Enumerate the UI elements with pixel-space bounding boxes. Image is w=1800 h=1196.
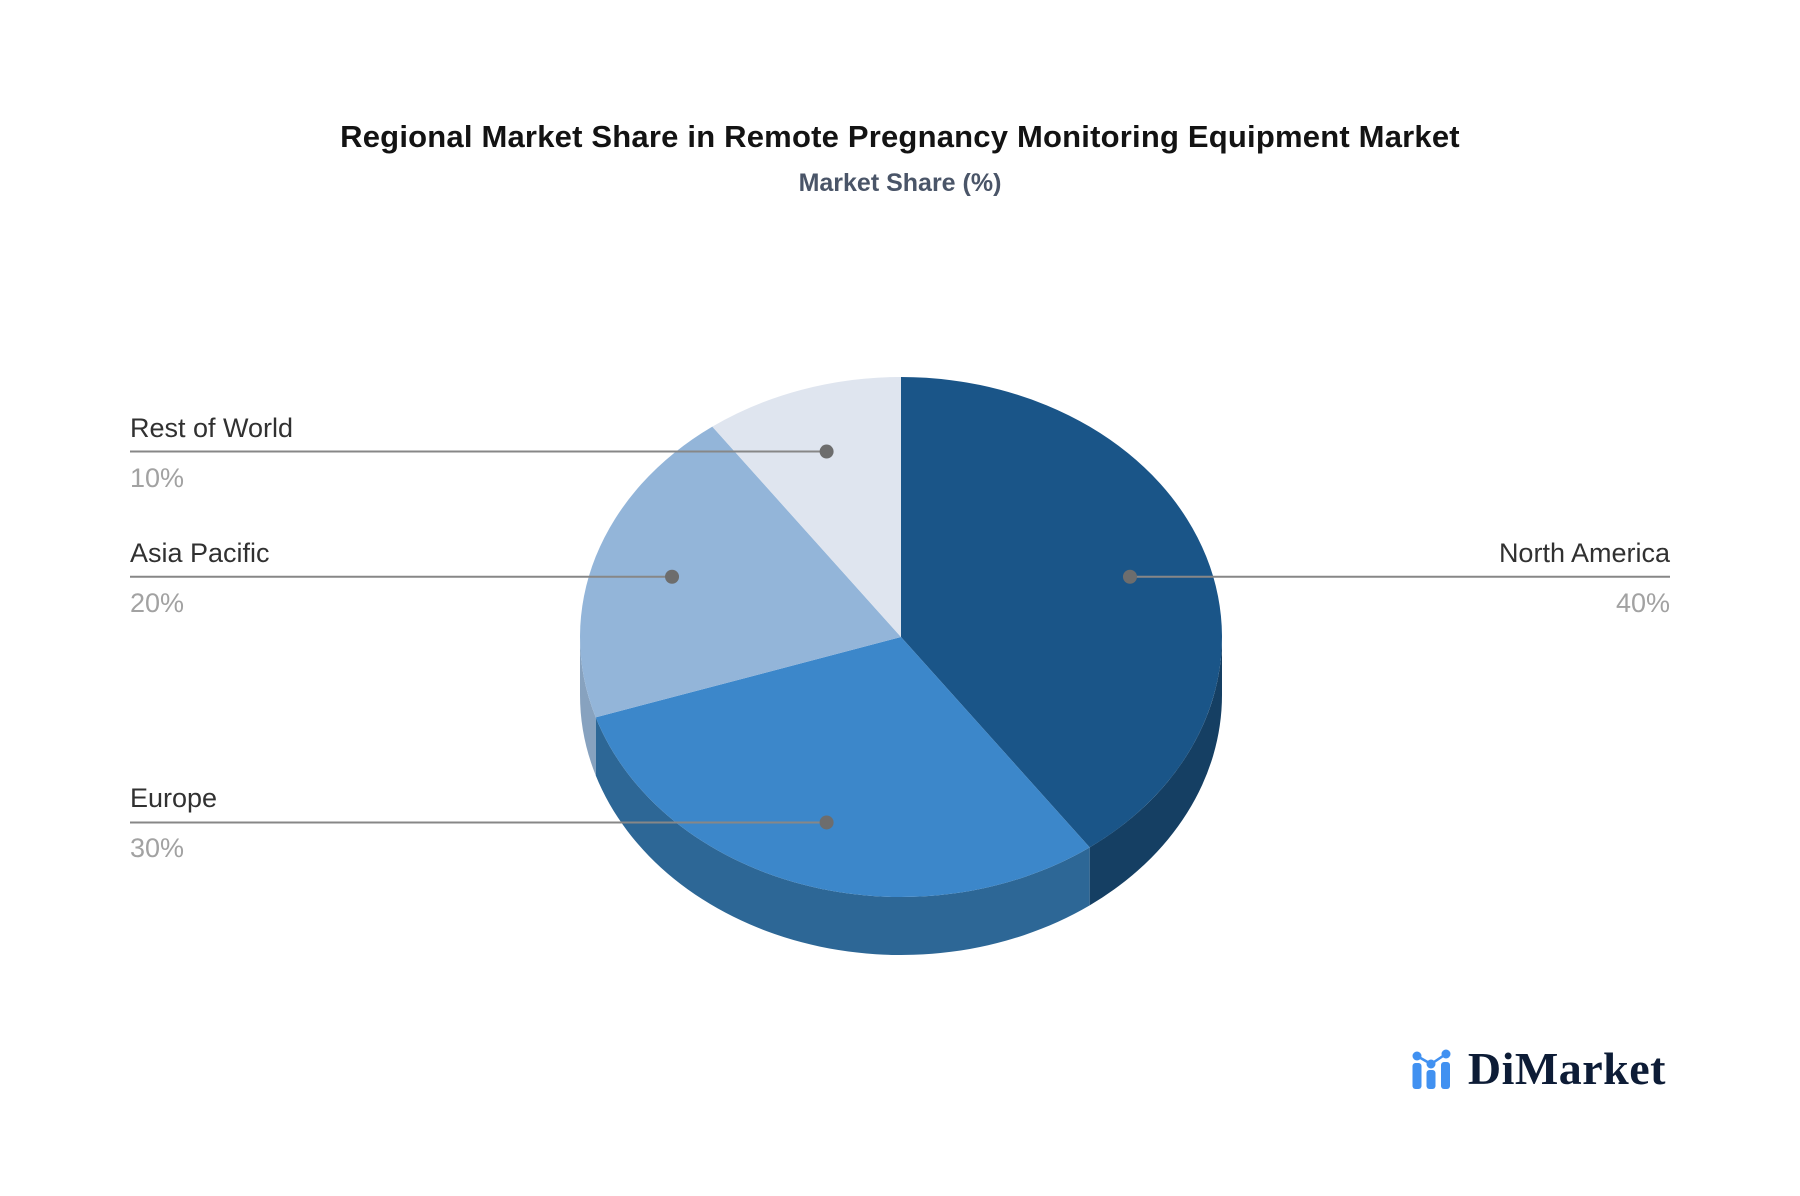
chart-subtitle: Market Share (%) [798,169,1002,197]
slice-value-north-america: 40% [1615,587,1670,618]
connector-dot-north-america [1122,569,1137,584]
pie-slice-asia-pacific[interactable] [580,426,901,718]
brand-name: DiMarket [1467,1043,1666,1094]
connector-dot-rest-of-world [819,444,834,459]
slice-label-europe: Europe [130,783,218,814]
slice-value-asia-pacific: 20% [130,587,185,618]
pie-slice-europe[interactable] [595,637,1090,897]
pie-slice-side-north-america [1089,637,1222,906]
pie-slice-north-america[interactable] [901,377,1222,848]
pie-slice-side-asia-pacific [580,637,596,776]
slice-value-europe: 30% [130,833,185,864]
pie-slice-rest-of-world[interactable] [712,377,901,637]
brand-logo: DiMarket [1411,1046,1666,1092]
slice-label-asia-pacific: Asia Pacific [130,537,270,568]
pie-slice-side-europe [595,717,1090,955]
connector-dot-asia-pacific [665,569,680,584]
bar-line-chart-icon [1412,1049,1451,1089]
slice-label-north-america: North America [1498,537,1670,568]
slice-value-rest-of-world: 10% [130,462,185,493]
slice-label-rest-of-world: Rest of World [130,412,294,443]
connector-dot-europe [819,815,834,830]
chart-title: Regional Market Share in Remote Pregnanc… [340,119,1460,154]
